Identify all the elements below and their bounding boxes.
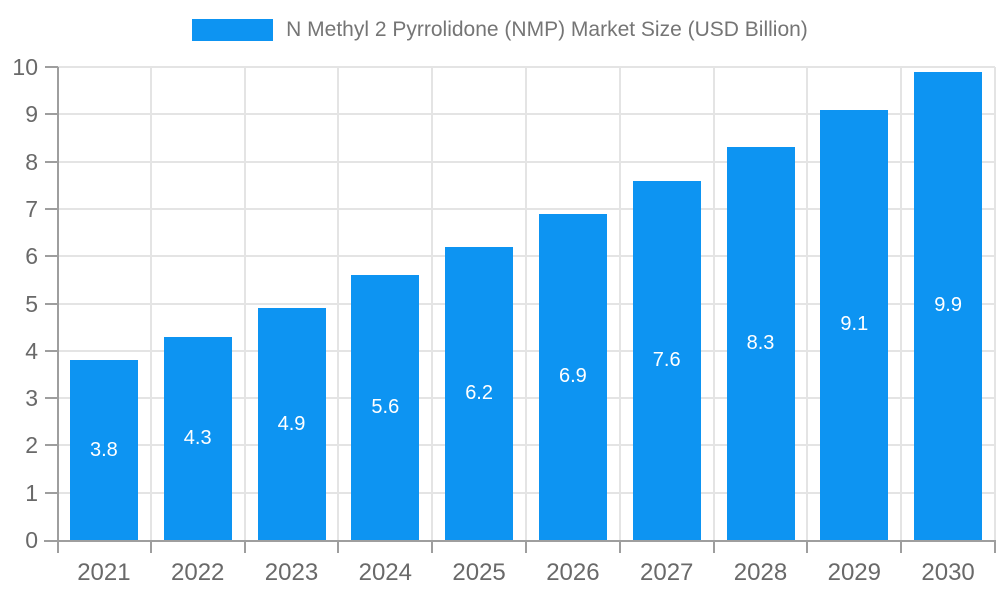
y-axis-tick	[45, 491, 58, 494]
bar-value-label: 3.8	[89, 438, 118, 461]
x-axis-tick	[618, 540, 621, 553]
gridline-vertical	[243, 67, 246, 540]
x-axis-tick	[243, 540, 246, 553]
bar-2024[interactable]: 5.6	[351, 275, 420, 540]
y-axis-tick	[45, 66, 58, 68]
bar-value-label: 7.6	[652, 348, 681, 371]
gridline-vertical	[712, 67, 715, 540]
bar-value-label: 4.9	[277, 412, 306, 435]
y-axis-tick	[45, 160, 58, 163]
y-axis-tick-label: 3	[25, 385, 38, 412]
gridline-vertical	[994, 67, 996, 540]
x-axis-tick-label: 2022	[171, 559, 225, 586]
x-axis-tick-label: 2028	[733, 559, 788, 586]
x-axis-tick-label: 2025	[452, 559, 506, 586]
legend[interactable]: N Methyl 2 Pyrrolidone (NMP) Market Size…	[0, 18, 1000, 42]
x-axis-tick	[337, 540, 340, 553]
x-axis-tick-label: 2030	[921, 559, 975, 586]
x-axis-tick	[525, 540, 527, 553]
bar-value-label: 4.3	[183, 426, 212, 449]
bar-2022[interactable]: 4.3	[163, 336, 232, 540]
y-axis-tick-label: 1	[25, 479, 38, 506]
x-axis-tick	[994, 540, 996, 553]
y-axis-tick	[45, 207, 58, 210]
x-axis-line	[44, 540, 995, 542]
y-axis-tick-label: 6	[25, 243, 38, 270]
x-axis-tick-label: 2023	[264, 559, 319, 586]
y-axis-tick-label: 10	[12, 54, 38, 80]
x-axis-tick-label: 2029	[827, 559, 881, 586]
y-axis-tick	[45, 397, 58, 400]
bar-value-label: 9.1	[840, 313, 869, 336]
y-axis-tick	[45, 255, 58, 258]
gridline-vertical	[525, 67, 527, 540]
bar-2029[interactable]: 9.1	[820, 109, 889, 540]
bar-2025[interactable]: 6.2	[445, 246, 514, 540]
y-axis-tick-label: 7	[25, 195, 38, 222]
x-axis-tick-label: 2027	[640, 559, 694, 586]
y-axis-tick-label: 0	[25, 527, 38, 553]
legend-swatch	[192, 19, 274, 41]
bar-2026[interactable]: 6.9	[538, 213, 607, 540]
y-axis-tick-label: 8	[25, 148, 38, 175]
gridline-vertical	[149, 67, 152, 540]
x-axis-tick	[806, 540, 809, 553]
bar-2030[interactable]: 9.9	[914, 71, 983, 540]
bar-value-label: 6.2	[465, 381, 493, 404]
y-axis-tick-label: 9	[25, 101, 38, 128]
x-axis-tick-label: 2024	[358, 559, 412, 586]
bar-value-label: 6.9	[558, 365, 587, 388]
y-axis-tick-label: 5	[25, 290, 38, 317]
x-axis-tick	[431, 540, 434, 553]
bar-2021[interactable]: 3.8	[69, 360, 138, 540]
gridline-vertical	[431, 67, 434, 540]
bar-value-label: 9.9	[934, 294, 962, 317]
chart-title: N Methyl 2 Pyrrolidone (NMP) Market Size…	[286, 18, 808, 41]
bar-value-label: 5.6	[371, 396, 400, 419]
y-axis-tick	[45, 302, 58, 305]
y-axis-tick-label: 4	[25, 337, 38, 364]
y-axis-tick	[45, 349, 58, 352]
gridline-vertical	[618, 67, 621, 540]
y-axis-tick-label: 2	[25, 432, 38, 459]
bar-2028[interactable]: 8.3	[726, 147, 795, 540]
x-axis-tick	[149, 540, 152, 553]
x-axis-tick	[712, 540, 715, 553]
gridline-vertical	[900, 67, 903, 540]
y-axis-tick	[45, 444, 58, 447]
y-axis-tick	[45, 113, 58, 116]
y-axis-line	[57, 67, 59, 553]
gridline-vertical	[337, 67, 340, 540]
bar-2023[interactable]: 4.9	[257, 308, 326, 540]
bar-2027[interactable]: 7.6	[632, 180, 701, 540]
gridline-vertical	[806, 67, 809, 540]
bar-value-label: 8.3	[746, 332, 775, 355]
x-axis-tick	[900, 540, 903, 553]
x-axis-tick-label: 2021	[77, 559, 131, 586]
x-axis-tick-label: 2026	[546, 559, 600, 586]
